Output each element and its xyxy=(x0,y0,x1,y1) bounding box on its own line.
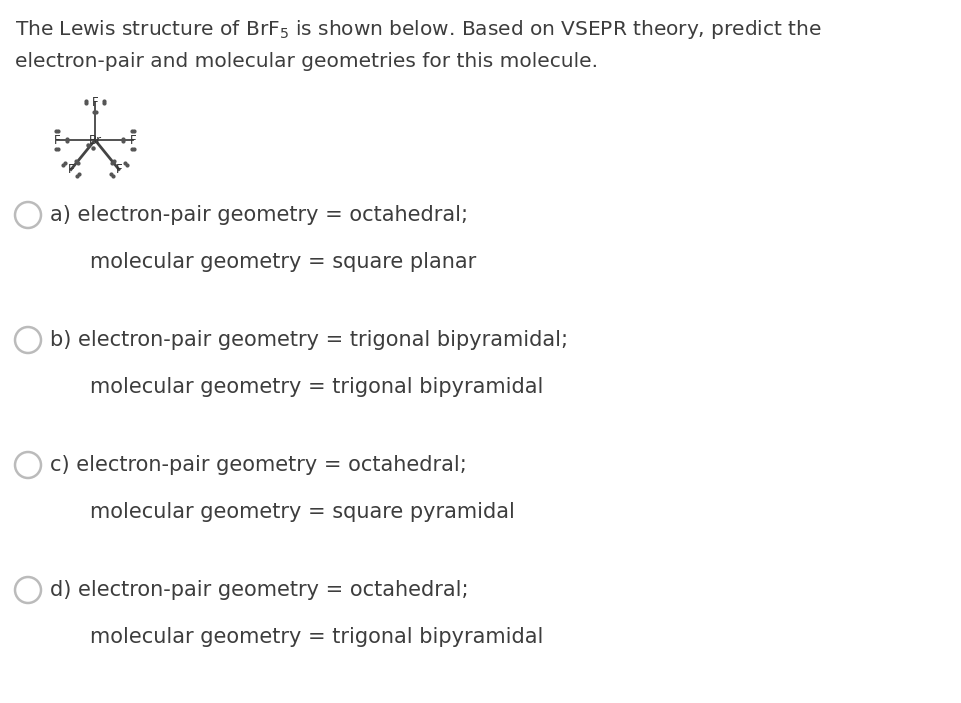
Text: a) electron-pair geometry = octahedral;: a) electron-pair geometry = octahedral; xyxy=(50,205,468,225)
Text: b) electron-pair geometry = trigonal bipyramidal;: b) electron-pair geometry = trigonal bip… xyxy=(50,330,568,350)
Text: molecular geometry = trigonal bipyramidal: molecular geometry = trigonal bipyramida… xyxy=(90,377,543,397)
Text: The Lewis structure of BrF$_5$ is shown below. Based on VSEPR theory, predict th: The Lewis structure of BrF$_5$ is shown … xyxy=(15,18,822,41)
Text: F: F xyxy=(54,134,61,146)
Text: molecular geometry = trigonal bipyramidal: molecular geometry = trigonal bipyramida… xyxy=(90,627,543,647)
Text: F: F xyxy=(130,134,136,146)
Text: electron-pair and molecular geometries for this molecule.: electron-pair and molecular geometries f… xyxy=(15,52,598,71)
Text: molecular geometry = square planar: molecular geometry = square planar xyxy=(90,252,477,272)
Text: F: F xyxy=(115,163,122,176)
Text: d) electron-pair geometry = octahedral;: d) electron-pair geometry = octahedral; xyxy=(50,580,469,600)
Text: molecular geometry = square pyramidal: molecular geometry = square pyramidal xyxy=(90,502,515,522)
Text: Br: Br xyxy=(88,134,102,146)
Text: c) electron-pair geometry = octahedral;: c) electron-pair geometry = octahedral; xyxy=(50,455,467,475)
Text: F: F xyxy=(67,163,74,176)
Text: F: F xyxy=(91,96,98,108)
